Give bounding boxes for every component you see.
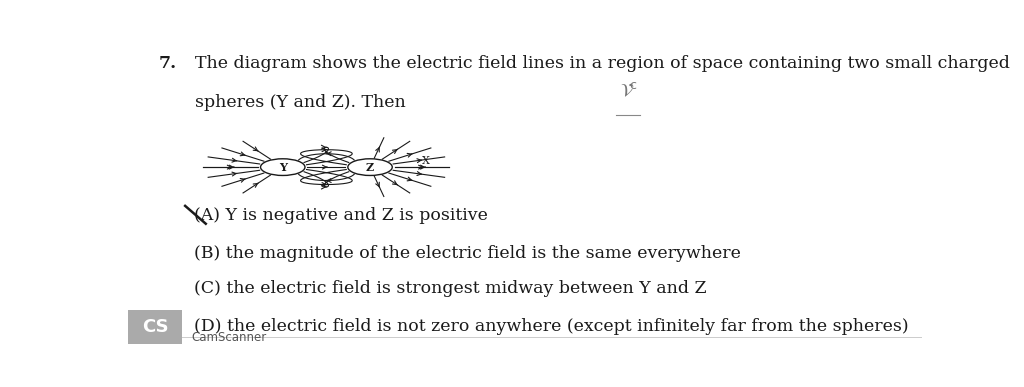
Text: CS: CS bbox=[141, 319, 168, 336]
Text: 7.: 7. bbox=[158, 55, 176, 72]
Text: (C) the electric field is strongest midway between Y and Z: (C) the electric field is strongest midw… bbox=[194, 280, 707, 297]
Text: (D) the electric field is not zero anywhere (except infinitely far from the sphe: (D) the electric field is not zero anywh… bbox=[194, 318, 908, 335]
Text: The diagram shows the electric field lines in a region of space containing two s: The diagram shows the electric field lin… bbox=[196, 55, 1011, 72]
Text: Y: Y bbox=[279, 162, 287, 173]
Text: (B) the magnitude of the electric field is the same everywhere: (B) the magnitude of the electric field … bbox=[194, 245, 740, 262]
Text: Z: Z bbox=[366, 162, 374, 173]
Text: spheres (Y and Z). Then: spheres (Y and Z). Then bbox=[196, 94, 407, 111]
Text: X: X bbox=[422, 156, 429, 166]
Text: (A) Y is negative and Z is positive: (A) Y is negative and Z is positive bbox=[194, 207, 487, 224]
Text: CamScanner: CamScanner bbox=[191, 331, 266, 344]
FancyBboxPatch shape bbox=[128, 310, 182, 344]
Text: $\mathcal{V}^{\!\mathsf{c}}$: $\mathcal{V}^{\!\mathsf{c}}$ bbox=[620, 82, 638, 100]
